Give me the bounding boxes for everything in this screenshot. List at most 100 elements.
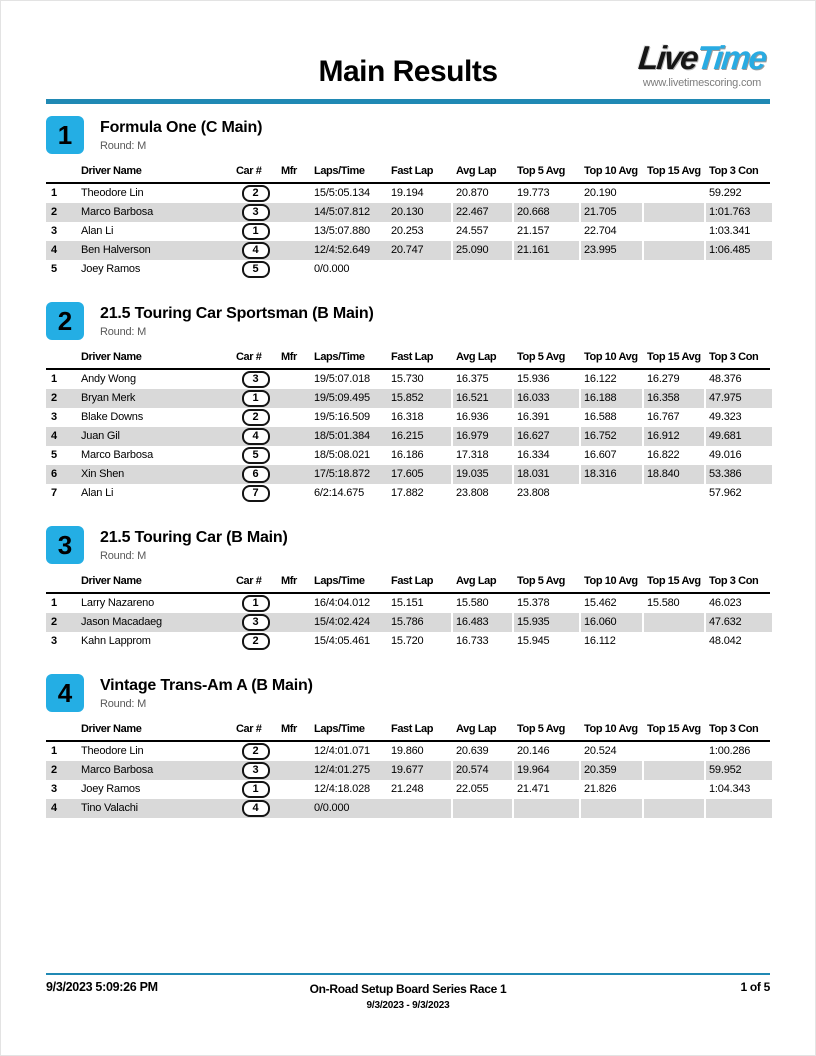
column-header: Laps/Time bbox=[314, 351, 365, 363]
top5-avg: 15.945 bbox=[517, 635, 550, 647]
fast-lap: 15.786 bbox=[388, 613, 451, 632]
logo-url: www.livetimescoring.com bbox=[642, 77, 762, 89]
position: 2 bbox=[46, 613, 76, 632]
section-round: Round: M bbox=[100, 326, 147, 338]
column-header: Top 10 Avg bbox=[584, 165, 638, 177]
top10-avg: 16.060 bbox=[579, 613, 642, 632]
table-row: 1 Theodore Lin 2 15/5:05.134 19.194 20.870 19.… bbox=[46, 184, 770, 203]
top15-avg: 16.912 bbox=[642, 427, 704, 446]
column-header bbox=[46, 162, 76, 182]
results-table: Driver Name Car # Mfr Laps/Time Fast Lap Avg … bbox=[46, 572, 772, 651]
column-header: Top 3 Con bbox=[709, 723, 759, 735]
top15-avg bbox=[642, 184, 704, 203]
top3-con: 59.292 bbox=[709, 187, 742, 199]
driver-name: Larry Nazareno bbox=[81, 597, 155, 609]
table-row: 1 Andy Wong 3 19/5:07.018 15.730 16.375 15.936… bbox=[46, 370, 770, 389]
fast-lap: 19.194 bbox=[391, 187, 424, 199]
avg-lap: 19.035 bbox=[451, 465, 512, 484]
top5-avg: 15.936 bbox=[517, 373, 550, 385]
column-header: Car # bbox=[236, 351, 262, 363]
table-row: 6 Xin Shen 6 17/5:18.872 17.605 19.035 18.031 1… bbox=[46, 465, 772, 484]
car-number-badge: 4 bbox=[241, 242, 270, 260]
section-header: 3 21.5 Touring Car (B Main) Round: M bbox=[46, 526, 770, 564]
fast-lap: 20.747 bbox=[388, 241, 451, 260]
section-header-texts: Vintage Trans-Am A (B Main) Round: M bbox=[100, 674, 313, 710]
position: 7 bbox=[51, 487, 57, 499]
column-header: Fast Lap bbox=[391, 575, 434, 587]
top3-con: 1:04.343 bbox=[709, 783, 751, 795]
mfr bbox=[278, 446, 311, 465]
top10-avg: 16.122 bbox=[584, 373, 617, 385]
laps-time: 19/5:07.018 bbox=[314, 373, 370, 385]
column-header: Top 15 Avg bbox=[647, 723, 701, 735]
top15-avg bbox=[642, 742, 704, 761]
column-header: Car # bbox=[236, 165, 262, 177]
mfr bbox=[278, 241, 311, 260]
top10-avg: 16.607 bbox=[584, 449, 617, 461]
top5-avg: 15.378 bbox=[517, 597, 550, 609]
top3-con: 57.962 bbox=[709, 487, 742, 499]
driver-name: Marco Barbosa bbox=[76, 203, 233, 222]
column-header: Avg Lap bbox=[456, 351, 497, 363]
top5-avg bbox=[512, 799, 579, 818]
mfr bbox=[278, 408, 311, 427]
top5-avg: 18.031 bbox=[512, 465, 579, 484]
position: 5 bbox=[51, 263, 57, 275]
driver-name: Bryan Merk bbox=[76, 389, 233, 408]
position: 4 bbox=[46, 241, 76, 260]
column-header: Laps/Time bbox=[314, 575, 365, 587]
top10-avg: 16.112 bbox=[584, 635, 616, 647]
position: 5 bbox=[51, 449, 57, 461]
car-number-cell: 4 bbox=[233, 427, 278, 446]
fast-lap: 16.215 bbox=[388, 427, 451, 446]
top5-avg: 20.146 bbox=[517, 745, 550, 757]
car-number-badge: 1 bbox=[241, 390, 270, 408]
fast-lap: 20.130 bbox=[388, 203, 451, 222]
fast-lap: 19.860 bbox=[391, 745, 424, 757]
driver-name: Blake Downs bbox=[81, 411, 143, 423]
position: 2 bbox=[46, 203, 76, 222]
top15-avg: 18.840 bbox=[642, 465, 704, 484]
top5-avg: 19.773 bbox=[517, 187, 550, 199]
position: 3 bbox=[51, 225, 57, 237]
table-row: 7 Alan Li 7 6/2:14.675 17.882 23.808 23.808 57.… bbox=[46, 484, 770, 503]
mfr bbox=[278, 203, 311, 222]
top15-avg: 15.580 bbox=[647, 597, 680, 609]
section-title: 21.5 Touring Car Sportsman (B Main) bbox=[100, 305, 374, 322]
top3-con: 53.386 bbox=[704, 465, 772, 484]
top3-con: 46.023 bbox=[709, 597, 742, 609]
section-title: Formula One (C Main) bbox=[100, 119, 263, 136]
mfr bbox=[278, 370, 311, 389]
column-header: Avg Lap bbox=[456, 165, 497, 177]
car-number-cell: 7 bbox=[233, 484, 278, 503]
car-number-badge: 1 bbox=[241, 223, 270, 241]
avg-lap: 20.870 bbox=[456, 187, 489, 199]
driver-name: Theodore Lin bbox=[81, 745, 144, 757]
position: 4 bbox=[46, 427, 76, 446]
avg-lap: 20.574 bbox=[451, 761, 512, 780]
table-row: 1 Larry Nazareno 1 16/4:04.012 15.151 15.580 1… bbox=[46, 594, 770, 613]
top10-avg: 22.704 bbox=[584, 225, 617, 237]
laps-time: 19/5:16.509 bbox=[314, 411, 370, 423]
top15-avg: 16.358 bbox=[642, 389, 704, 408]
car-number-badge: 4 bbox=[241, 800, 270, 818]
section-header-texts: 21.5 Touring Car (B Main) Round: M bbox=[100, 526, 288, 562]
top3-con: 48.376 bbox=[709, 373, 742, 385]
section-header-texts: Formula One (C Main) Round: M bbox=[100, 116, 262, 152]
section-header: 1 Formula One (C Main) Round: M bbox=[46, 116, 770, 154]
laps-time: 17/5:18.872 bbox=[311, 465, 388, 484]
top3-con: 1:06.485 bbox=[704, 241, 772, 260]
fast-lap: 17.882 bbox=[391, 487, 424, 499]
results-table: Driver Name Car # Mfr Laps/Time Fast Lap Avg … bbox=[46, 162, 772, 279]
driver-name: Alan Li bbox=[81, 225, 114, 237]
top3-con: 49.323 bbox=[709, 411, 742, 423]
top5-avg: 15.935 bbox=[512, 613, 579, 632]
mfr bbox=[278, 484, 311, 503]
top3-con: 47.975 bbox=[704, 389, 772, 408]
column-header: Mfr bbox=[281, 575, 297, 587]
results-table: Driver Name Car # Mfr Laps/Time Fast Lap Avg … bbox=[46, 720, 772, 818]
top3-con: 49.681 bbox=[704, 427, 772, 446]
column-header bbox=[46, 348, 76, 368]
position: 1 bbox=[51, 187, 57, 199]
column-header: Laps/Time bbox=[314, 723, 365, 735]
